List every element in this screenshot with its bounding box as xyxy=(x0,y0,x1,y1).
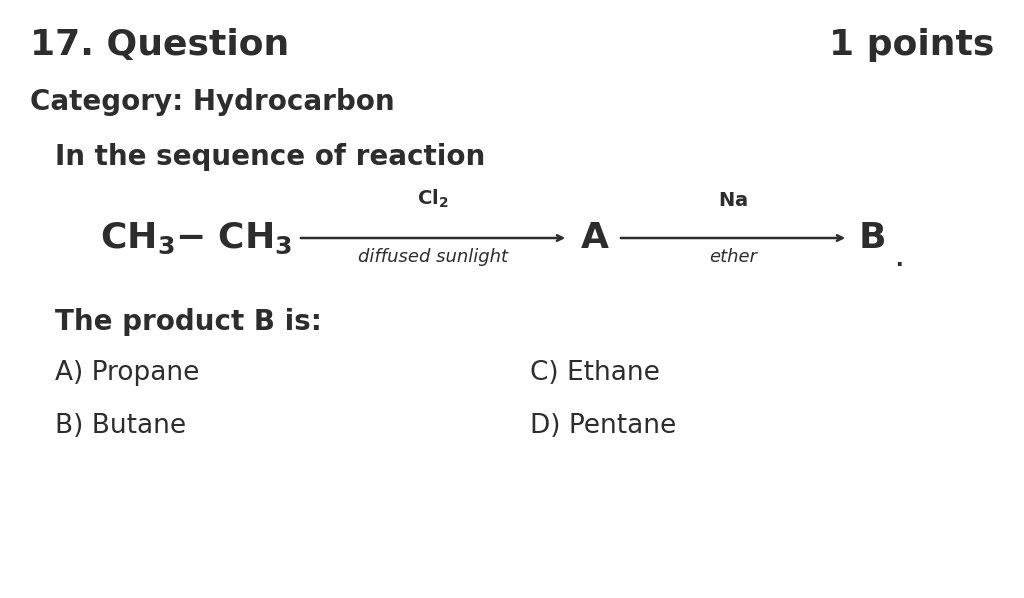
Text: A) Propane: A) Propane xyxy=(55,360,200,386)
Text: In the sequence of reaction: In the sequence of reaction xyxy=(55,143,485,171)
Text: ether: ether xyxy=(709,248,757,266)
Text: $\mathbf{A}$: $\mathbf{A}$ xyxy=(580,221,609,255)
Text: 17. Question: 17. Question xyxy=(30,28,289,62)
Text: 1 points: 1 points xyxy=(828,28,994,62)
Text: B) Butane: B) Butane xyxy=(55,413,186,439)
Text: $\mathbf{Cl_2}$: $\mathbf{Cl_2}$ xyxy=(417,188,449,210)
Text: D) Pentane: D) Pentane xyxy=(530,413,676,439)
Text: diffused sunlight: diffused sunlight xyxy=(358,248,508,266)
Text: The product B is:: The product B is: xyxy=(55,308,322,336)
Text: Category: Hydrocarbon: Category: Hydrocarbon xyxy=(30,88,394,116)
Text: $\mathbf{CH_3{-}\ CH_3}$: $\mathbf{CH_3{-}\ CH_3}$ xyxy=(100,220,292,256)
Text: .: . xyxy=(893,239,904,273)
Text: C) Ethane: C) Ethane xyxy=(530,360,659,386)
Text: $\mathbf{B}$: $\mathbf{B}$ xyxy=(858,221,885,255)
Text: $\mathbf{Na}$: $\mathbf{Na}$ xyxy=(718,192,748,210)
